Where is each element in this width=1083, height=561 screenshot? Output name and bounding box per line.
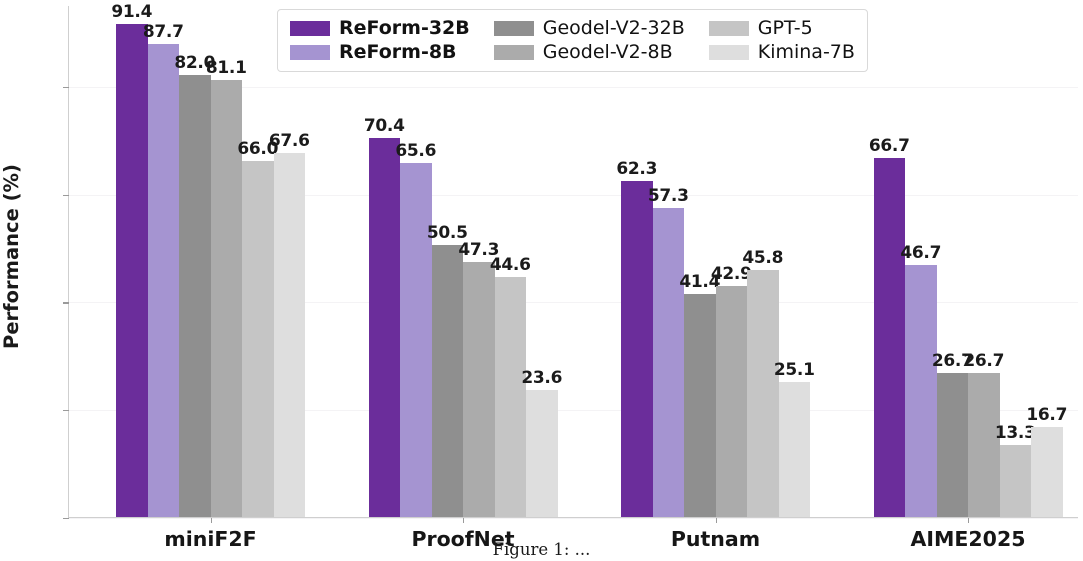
bar: 13.3: [995, 423, 1036, 517]
bar-value-label: 23.6: [521, 367, 563, 388]
bar-value-label: 65.6: [395, 141, 437, 162]
plot-area: 020406080 91.487.782.081.166.067.670.465…: [63, 2, 1078, 551]
legend-label: Geodel-V2-8B: [542, 41, 673, 63]
gridline: [69, 194, 1078, 196]
legend-entry[interactable]: ReForm-32B: [290, 17, 470, 39]
bar: 26.7: [963, 351, 1004, 517]
x-axis-tick-label: Putnam: [670, 527, 761, 551]
y-axis-tick-mark: [63, 302, 69, 304]
y-axis-title: Performance (%): [0, 0, 24, 512]
legend-entry[interactable]: Geodel-V2-8B: [493, 41, 685, 63]
x-axis-tick-label: AIME2025: [910, 527, 1026, 551]
bar: 23.6: [521, 368, 562, 517]
bar: 66.7: [869, 136, 910, 517]
bar-value-label: 13.3: [994, 423, 1036, 444]
bar-value-label: 26.7: [963, 351, 1005, 372]
bar: 16.7: [1026, 405, 1067, 517]
bar-value-label: 81.1: [205, 57, 247, 78]
legend-entry[interactable]: Kimina-7B: [708, 41, 855, 63]
bar: 44.6: [490, 255, 531, 517]
legend-label: ReForm-8B: [339, 41, 457, 63]
bar-value-label: 16.7: [1026, 405, 1068, 425]
bar-value-label: 62.3: [616, 159, 658, 180]
legend-swatch: [708, 44, 749, 60]
bar-value-label: 46.7: [900, 243, 942, 264]
bar: 87.7: [143, 22, 184, 517]
bar-value-label: 82.0: [174, 53, 216, 74]
bar-value-label: 47.3: [458, 240, 500, 261]
x-axis-tick-mark: [968, 518, 970, 523]
bar: 41.4: [679, 272, 720, 517]
bar: 50.5: [427, 223, 468, 517]
bar: 47.3: [458, 240, 499, 517]
bar: 70.4: [364, 116, 405, 517]
x-axis-tick-mark: [210, 518, 212, 523]
bar-value-label: 41.4: [679, 271, 721, 292]
legend-entry[interactable]: Geodel-V2-32B: [493, 17, 685, 39]
gridline: [69, 410, 1078, 412]
bar-value-label: 57.3: [647, 186, 689, 207]
bar-value-label: 26.7: [931, 351, 973, 372]
legend-swatch: [708, 20, 749, 36]
bar: 46.7: [900, 243, 941, 517]
bar: 57.3: [648, 186, 689, 517]
bar-value-label: 66.7: [868, 135, 910, 156]
x-axis-tick-label: ProofNet: [411, 527, 515, 551]
bar: 82.0: [174, 53, 215, 517]
bar-value-label: 42.9: [710, 263, 752, 284]
legend-entry[interactable]: ReForm-8B: [290, 41, 470, 63]
bar-value-label: 44.6: [489, 254, 531, 275]
legend-label: Kimina-7B: [757, 41, 855, 63]
legend-swatch: [290, 44, 330, 60]
x-axis-tick-mark: [715, 518, 717, 523]
bar-value-label: 45.8: [742, 248, 784, 269]
gridline: [69, 86, 1078, 88]
y-axis-tick-mark: [63, 410, 69, 412]
bar-value-label: 87.7: [142, 22, 184, 43]
bar-value-label: 67.6: [268, 130, 310, 151]
bar: 81.1: [206, 58, 247, 517]
y-axis-tick-mark: [63, 518, 69, 520]
legend-swatch: [493, 20, 534, 36]
gridline: [69, 302, 1078, 304]
bar: 91.4: [111, 2, 152, 517]
y-axis-tick-mark: [63, 194, 69, 196]
bar: 62.3: [616, 159, 657, 517]
legend-swatch: [290, 20, 330, 36]
legend-swatch: [493, 44, 534, 60]
bar: 67.6: [269, 131, 310, 517]
bar-value-label: 91.4: [111, 2, 153, 23]
bar-value-label: 50.5: [426, 222, 468, 243]
y-axis-tick-mark: [63, 86, 69, 88]
chart-legend: ReForm-32B Geodel-V2-32B GPT-5 ReForm-8B Geo…: [277, 9, 868, 72]
bar: 25.1: [774, 360, 815, 517]
legend-label: ReForm-32B: [339, 17, 470, 39]
legend-label: GPT-5: [757, 17, 813, 39]
bar: 65.6: [395, 141, 436, 517]
bar-value-label: 66.0: [237, 139, 279, 160]
bar: 42.9: [711, 264, 752, 517]
figure-caption: Figure 1: ...: [492, 540, 591, 559]
bar: 26.7: [932, 351, 973, 517]
bar: 66.0: [237, 139, 278, 517]
legend-entry[interactable]: GPT-5: [708, 17, 855, 39]
bar: 45.8: [742, 248, 783, 517]
gridline: [69, 518, 1078, 519]
x-axis-tick-label: miniF2F: [164, 527, 257, 551]
y-axis-title-text: Performance (%): [0, 163, 23, 349]
legend-label: Geodel-V2-32B: [542, 17, 685, 39]
bar-value-label: 25.1: [773, 359, 815, 380]
bar-value-label: 70.4: [363, 115, 405, 136]
x-axis-tick-mark: [463, 518, 465, 523]
